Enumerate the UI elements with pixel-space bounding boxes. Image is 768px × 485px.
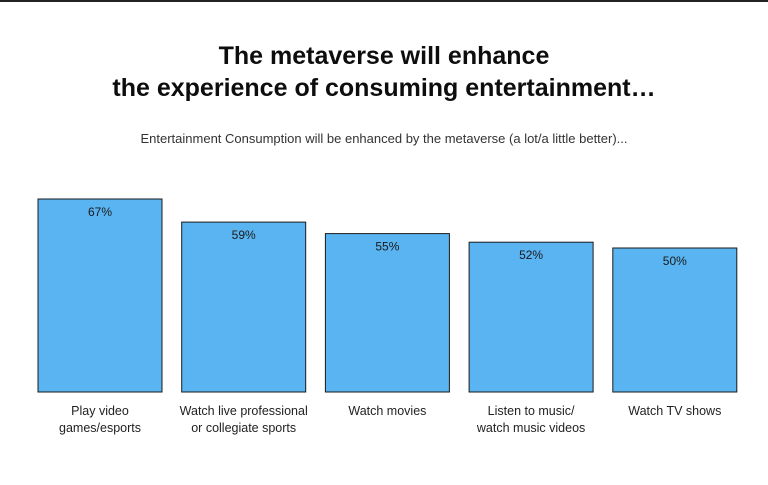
bar-2 — [181, 221, 307, 393]
value-label-5: 50% — [663, 254, 687, 268]
category-label-2-line-1: Watch live professional — [180, 404, 308, 418]
chart-subtitle: Entertainment Consumption will be enhanc… — [140, 131, 628, 146]
category-label-4-line-2: watch music videos — [476, 421, 585, 435]
category-label-2-line-2: or collegiate sports — [191, 421, 296, 435]
category-label-1-line-1: Play video — [71, 404, 129, 418]
chart-title-line-1: The metaverse will enhance — [218, 42, 550, 70]
category-label-4-line-1: Listen to music/ — [488, 404, 575, 418]
chart-title-line-2: the experience of consuming entertainmen… — [112, 74, 656, 102]
category-label-5-line-1: Watch TV shows — [628, 404, 721, 418]
value-label-4: 52% — [519, 248, 543, 262]
bar-1 — [37, 198, 163, 393]
bar-3 — [324, 233, 450, 393]
category-label-1-line-2: games/esports — [59, 421, 141, 435]
bar-4 — [468, 241, 594, 393]
chart-title: The metaverse will enhance the experienc… — [0, 40, 768, 104]
value-label-3: 55% — [375, 240, 399, 254]
value-label-2: 59% — [232, 228, 256, 242]
top-rule — [0, 0, 768, 2]
bar-5 — [612, 247, 738, 393]
value-label-1: 67% — [88, 205, 112, 219]
category-label-3-line-1: Watch movies — [348, 404, 426, 418]
